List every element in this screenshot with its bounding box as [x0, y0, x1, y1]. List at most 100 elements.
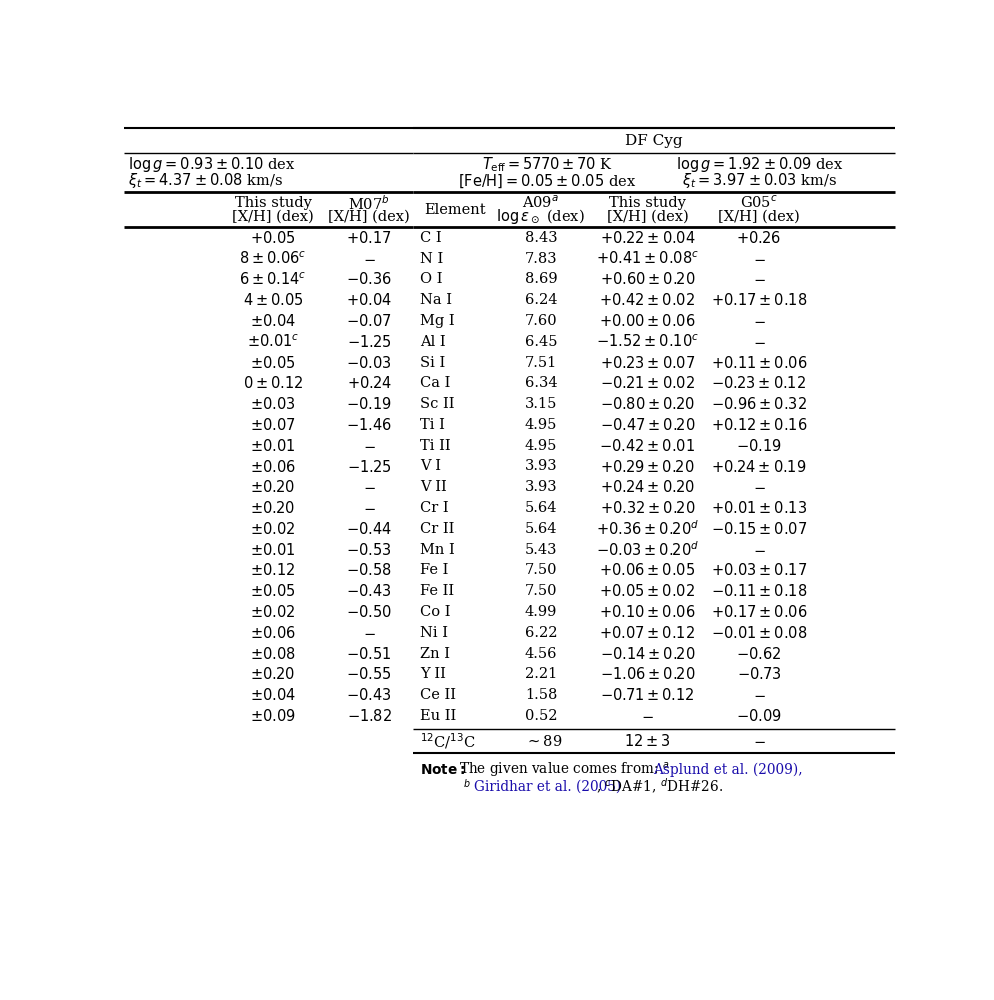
Text: $-0.53$: $-0.53$: [346, 542, 392, 558]
Text: $-0.21\pm0.02$: $-0.21\pm0.02$: [599, 375, 695, 391]
Text: $+0.12\pm0.16$: $+0.12\pm0.16$: [711, 417, 807, 433]
Text: $-$: $-$: [752, 480, 765, 494]
Text: $-0.19$: $-0.19$: [346, 396, 392, 412]
Text: $\pm0.02$: $\pm0.02$: [250, 604, 296, 620]
Text: $-0.50$: $-0.50$: [346, 604, 392, 620]
Text: $+0.24\pm0.19$: $+0.24\pm0.19$: [712, 458, 807, 475]
Text: $-0.43$: $-0.43$: [346, 583, 392, 599]
Text: Cr I: Cr I: [420, 501, 449, 515]
Text: $\pm0.05$: $\pm0.05$: [250, 583, 296, 599]
Text: $-0.47\pm0.20$: $-0.47\pm0.20$: [599, 417, 695, 433]
Text: $-$: $-$: [752, 543, 765, 557]
Text: $-$: $-$: [752, 688, 765, 702]
Text: Co I: Co I: [420, 605, 451, 619]
Text: $-$: $-$: [363, 252, 376, 266]
Text: $-0.11\pm0.18$: $-0.11\pm0.18$: [711, 583, 807, 599]
Text: Giridhar et al. (2005): Giridhar et al. (2005): [474, 779, 621, 793]
Text: $-1.25$: $-1.25$: [347, 334, 392, 350]
Text: 4.95: 4.95: [525, 418, 558, 432]
Text: $\pm0.02$: $\pm0.02$: [250, 521, 296, 537]
Text: $-$: $-$: [752, 335, 765, 349]
Text: $\pm0.06$: $\pm0.06$: [250, 625, 296, 641]
Text: $-1.25$: $-1.25$: [347, 458, 392, 475]
Text: $-$: $-$: [363, 480, 376, 494]
Text: [X/H] (dex): [X/H] (dex): [233, 210, 314, 224]
Text: $+0.10\pm0.06$: $+0.10\pm0.06$: [599, 604, 696, 620]
Text: $-0.19$: $-0.19$: [737, 438, 782, 454]
Text: $-$: $-$: [363, 501, 376, 515]
Text: $+0.17\pm0.18$: $+0.17\pm0.18$: [711, 292, 807, 308]
Text: $-$: $-$: [363, 439, 376, 453]
Text: $-0.55$: $-0.55$: [346, 666, 392, 682]
Text: $-0.58$: $-0.58$: [346, 562, 392, 578]
Text: Y II: Y II: [420, 667, 446, 681]
Text: 6.22: 6.22: [525, 626, 558, 640]
Text: Ti II: Ti II: [420, 439, 451, 453]
Text: $\log\varepsilon_\odot$ (dex): $\log\varepsilon_\odot$ (dex): [496, 208, 584, 226]
Text: $\pm0.20$: $\pm0.20$: [250, 479, 295, 495]
Text: $-0.51$: $-0.51$: [347, 646, 392, 662]
Text: C I: C I: [420, 231, 442, 245]
Text: A09$^a$: A09$^a$: [522, 195, 559, 211]
Text: Cr II: Cr II: [420, 522, 454, 536]
Text: $\sim$89: $\sim$89: [525, 734, 563, 749]
Text: Mn I: Mn I: [420, 543, 455, 557]
Text: $\pm0.20$: $\pm0.20$: [250, 500, 295, 516]
Text: This study: This study: [609, 196, 686, 210]
Text: $8\pm0.06^c$: $8\pm0.06^c$: [240, 250, 307, 267]
Text: Ce II: Ce II: [420, 688, 456, 702]
Text: M07$^b$: M07$^b$: [348, 194, 390, 213]
Text: $\pm0.03$: $\pm0.03$: [250, 396, 296, 412]
Text: 2.21: 2.21: [525, 667, 558, 681]
Text: 3.93: 3.93: [525, 460, 558, 474]
Text: Element: Element: [424, 203, 486, 217]
Text: $+0.41\pm0.08^c$: $+0.41\pm0.08^c$: [595, 250, 699, 267]
Text: O I: O I: [420, 272, 442, 286]
Text: $+0.07\pm0.12$: $+0.07\pm0.12$: [599, 625, 696, 641]
Text: $-0.80\pm0.20$: $-0.80\pm0.20$: [599, 396, 695, 412]
Text: 7.83: 7.83: [525, 252, 558, 266]
Text: $[{\rm Fe/H}] = 0.05\pm0.05$ dex: $[{\rm Fe/H}] = 0.05\pm0.05$ dex: [458, 172, 637, 190]
Text: $-1.52\pm0.10^c$: $-1.52\pm0.10^c$: [595, 333, 699, 350]
Text: $+0.32\pm0.20$: $+0.32\pm0.20$: [599, 500, 695, 516]
Text: $-0.44$: $-0.44$: [346, 521, 392, 537]
Text: Eu II: Eu II: [420, 709, 456, 723]
Text: $\mathbf{Note:}$: $\mathbf{Note:}$: [420, 763, 465, 777]
Text: $\pm0.06$: $\pm0.06$: [250, 458, 296, 475]
Text: $\pm0.05$: $\pm0.05$: [250, 355, 296, 371]
Text: 1.58: 1.58: [525, 688, 558, 702]
Text: 7.51: 7.51: [525, 356, 558, 370]
Text: $\pm0.12$: $\pm0.12$: [250, 562, 296, 578]
Text: $12\pm3$: $12\pm3$: [624, 733, 671, 749]
Text: 7.60: 7.60: [525, 314, 558, 328]
Text: $-0.62$: $-0.62$: [737, 646, 781, 662]
Text: $\pm0.01$: $\pm0.01$: [250, 438, 296, 454]
Text: 5.64: 5.64: [525, 501, 558, 515]
Text: $-0.01\pm0.08$: $-0.01\pm0.08$: [711, 625, 807, 641]
Text: $-$: $-$: [752, 734, 765, 748]
Text: $\pm0.20$: $\pm0.20$: [250, 666, 295, 682]
Text: $+0.01\pm0.13$: $+0.01\pm0.13$: [711, 500, 807, 516]
Text: $+0.00\pm0.06$: $+0.00\pm0.06$: [599, 313, 696, 329]
Text: Fe I: Fe I: [420, 563, 448, 577]
Text: Fe II: Fe II: [420, 584, 454, 598]
Text: $+0.17$: $+0.17$: [346, 230, 392, 246]
Text: $-0.09$: $-0.09$: [737, 708, 782, 724]
Text: Sc II: Sc II: [420, 397, 455, 411]
Text: $-$: $-$: [363, 626, 376, 640]
Text: $^{12}$C/$^{13}$C: $^{12}$C/$^{13}$C: [420, 731, 476, 751]
Text: N I: N I: [420, 252, 443, 266]
Text: $\pm0.08$: $\pm0.08$: [250, 646, 296, 662]
Text: $^b$: $^b$: [463, 779, 470, 793]
Text: $+0.24$: $+0.24$: [347, 375, 392, 391]
Text: $\pm0.01^c$: $\pm0.01^c$: [247, 333, 299, 350]
Text: The given value comes from: $^a$: The given value comes from: $^a$: [459, 761, 670, 780]
Text: $-0.43$: $-0.43$: [346, 687, 392, 703]
Text: $4\pm0.05$: $4\pm0.05$: [243, 292, 303, 308]
Text: $\log g = 0.93\pm0.10$ dex: $\log g = 0.93\pm0.10$ dex: [128, 155, 296, 174]
Text: $-$: $-$: [752, 272, 765, 286]
Text: $\xi_t = 3.97\pm0.03$ km/s: $\xi_t = 3.97\pm0.03$ km/s: [682, 171, 837, 190]
Text: 0.52: 0.52: [525, 709, 558, 723]
Text: $\pm0.01$: $\pm0.01$: [250, 542, 296, 558]
Text: 5.64: 5.64: [525, 522, 558, 536]
